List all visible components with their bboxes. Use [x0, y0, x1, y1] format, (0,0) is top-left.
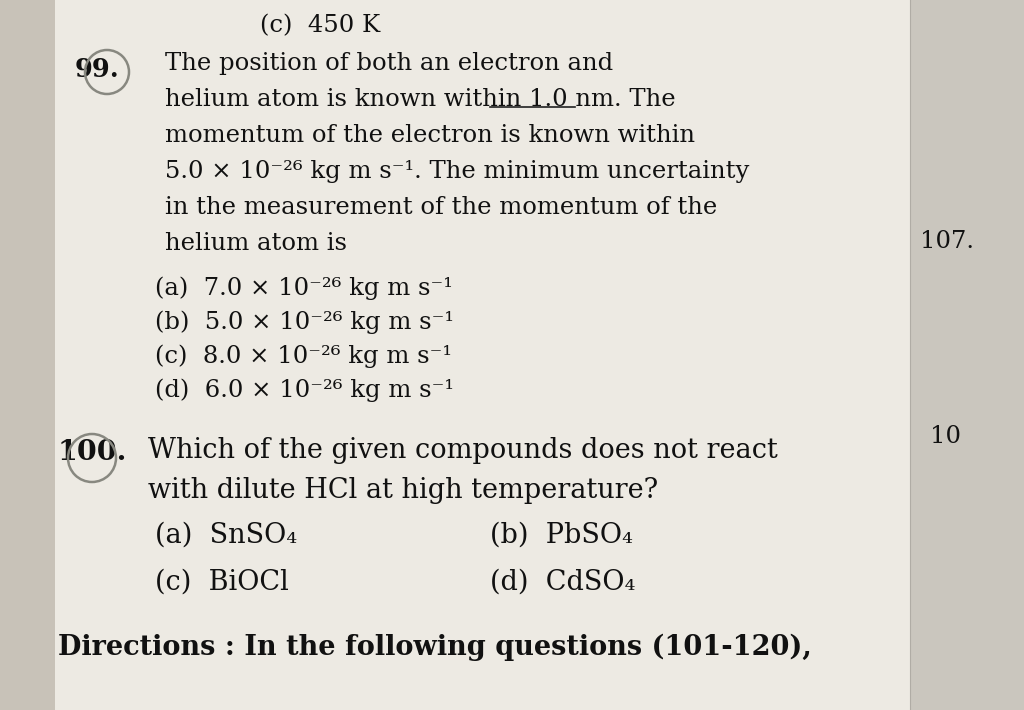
Text: (c)  BiOCl: (c) BiOCl [155, 569, 289, 596]
Text: (b)  PbSO₄: (b) PbSO₄ [490, 522, 633, 549]
Text: 5.0 × 10⁻²⁶ kg m s⁻¹. The minimum uncertainty: 5.0 × 10⁻²⁶ kg m s⁻¹. The minimum uncert… [165, 160, 750, 183]
Text: helium atom is known within 1.0 nm. The: helium atom is known within 1.0 nm. The [165, 88, 676, 111]
Text: 107.: 107. [920, 230, 974, 253]
Bar [55, 0, 910, 710]
Text: (d)  6.0 × 10⁻²⁶ kg m s⁻¹: (d) 6.0 × 10⁻²⁶ kg m s⁻¹ [155, 378, 454, 402]
Text: in the measurement of the momentum of the: in the measurement of the momentum of th… [165, 196, 717, 219]
Text: (a)  SnSO₄: (a) SnSO₄ [155, 522, 297, 549]
Text: (b)  5.0 × 10⁻²⁶ kg m s⁻¹: (b) 5.0 × 10⁻²⁶ kg m s⁻¹ [155, 310, 454, 334]
Text: helium atom is: helium atom is [165, 232, 347, 255]
Text: momentum of the electron is known within: momentum of the electron is known within [165, 124, 695, 147]
Text: 10: 10 [930, 425, 961, 448]
Text: The position of both an electron and: The position of both an electron and [165, 52, 613, 75]
Text: (a)  7.0 × 10⁻²⁶ kg m s⁻¹: (a) 7.0 × 10⁻²⁶ kg m s⁻¹ [155, 276, 453, 300]
Text: Directions : In the following questions (101-120),: Directions : In the following questions … [58, 634, 812, 662]
Text: (d)  CdSO₄: (d) CdSO₄ [490, 569, 636, 596]
Text: (c)  450 K: (c) 450 K [260, 14, 380, 37]
Text: 100.: 100. [58, 439, 127, 466]
Bar [910, 0, 1024, 710]
Text: (c)  8.0 × 10⁻²⁶ kg m s⁻¹: (c) 8.0 × 10⁻²⁶ kg m s⁻¹ [155, 344, 452, 368]
Text: Which of the given compounds does not react: Which of the given compounds does not re… [148, 437, 778, 464]
Text: 99.: 99. [75, 57, 120, 82]
Text: with dilute HCl at high temperature?: with dilute HCl at high temperature? [148, 477, 658, 504]
Bar [0, 0, 55, 710]
